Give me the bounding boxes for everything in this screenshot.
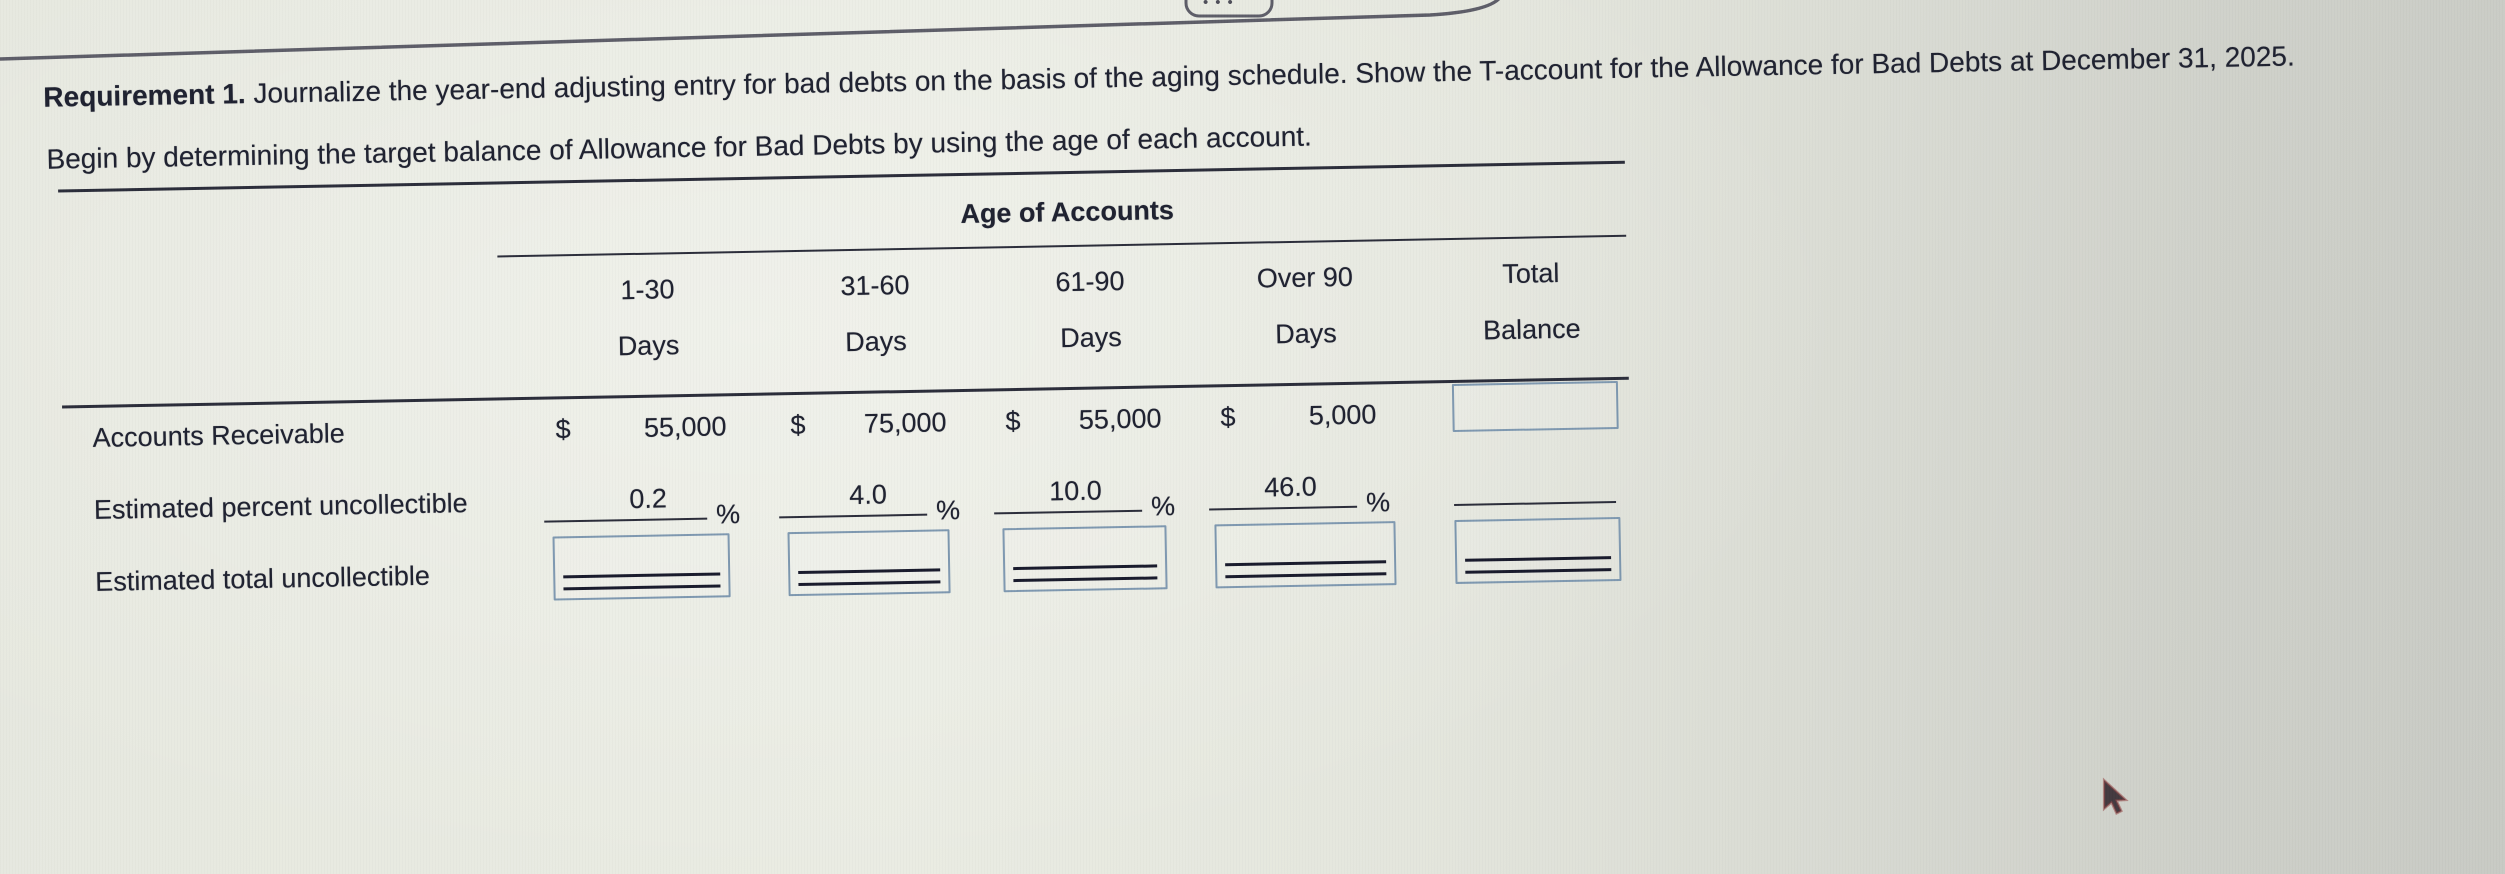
age-of-accounts-header: Age of Accounts [960, 195, 1175, 229]
pct-cell-31-60: 4.0% [778, 473, 979, 525]
col-subheader-days-2: Days [844, 325, 908, 358]
amount-value: 75,000 [863, 407, 947, 439]
ellipsis-icon[interactable]: ••• [1203, 0, 1240, 11]
total-double-rule [1013, 564, 1158, 583]
row-label-estimated-total: Estimated total uncollectible [94, 560, 431, 597]
total-balance-input[interactable] [1451, 380, 1619, 432]
col-subheader-balance: Balance [1482, 313, 1581, 346]
pct-value: 4.0 [778, 478, 928, 519]
est-total-input-1-30[interactable] [552, 533, 731, 601]
pct-cell-total [1440, 461, 1629, 506]
row-label-estimated-percent: Estimated percent uncollectible [93, 488, 468, 525]
amount-value: 5,000 [1308, 399, 1377, 431]
est-total-input-over-90[interactable] [1214, 521, 1397, 589]
ar-amount-over-90: $5,000 [1207, 399, 1408, 434]
currency-symbol: $ [1220, 401, 1236, 433]
amount-value: 55,000 [1078, 403, 1162, 435]
percent-sign: % [1150, 491, 1176, 522]
mouse-cursor-icon [2102, 777, 2129, 815]
divider-line [0, 0, 1500, 61]
percent-sign: % [1365, 487, 1391, 518]
amount-value: 55,000 [643, 411, 727, 443]
age-header-rule [497, 234, 1627, 258]
pct-cell-61-90: 10.0% [993, 469, 1194, 522]
col-header-total: Total [1502, 258, 1560, 290]
col-subheader-days-1: Days [617, 330, 680, 362]
pct-value: 0.2 [543, 482, 708, 523]
pct-value: 46.0 [1208, 470, 1358, 511]
panel-divider [0, 0, 1500, 61]
collapse-handle[interactable] [1184, 0, 1274, 18]
pct-value: 10.0 [993, 474, 1143, 515]
percent-sign: % [935, 495, 961, 526]
col-header-over-90: Over 90 [1256, 261, 1354, 294]
pct-cell-1-30: 0.2% [543, 477, 759, 530]
est-total-input-31-60[interactable] [787, 529, 951, 597]
pct-cell-over-90: 46.0% [1208, 465, 1409, 518]
total-double-rule [1465, 556, 1612, 574]
ar-amount-1-30: $55,000 [542, 411, 758, 446]
ar-amount-61-90: $55,000 [992, 403, 1193, 438]
col-header-61-90: 61-90 [1055, 265, 1125, 298]
col-subheader-days-3: Days [1059, 322, 1122, 354]
total-double-rule [563, 572, 721, 591]
total-double-rule [1225, 560, 1387, 579]
percent-sign: % [715, 499, 741, 530]
currency-symbol: $ [555, 414, 571, 445]
col-header-31-60: 31-60 [840, 269, 910, 302]
pct-total-blank [1453, 497, 1617, 506]
col-subheader-days-4: Days [1274, 318, 1337, 350]
requirement-text: Journalize the year-end adjusting entry … [245, 40, 2295, 110]
est-total-input-total[interactable] [1454, 516, 1622, 584]
currency-symbol: $ [1005, 405, 1021, 437]
ar-amount-31-60: $75,000 [777, 407, 978, 442]
row-label-accounts-receivable: Accounts Receivable [92, 418, 346, 453]
requirement-label: Requirement 1. [43, 78, 246, 113]
col-header-1-30: 1-30 [620, 274, 675, 306]
currency-symbol: $ [790, 409, 806, 441]
aging-schedule-table: Age of Accounts 1-30 31-60 61-90 Over 90… [58, 160, 1633, 640]
est-total-input-61-90[interactable] [1002, 525, 1168, 593]
question-panel: Requirement 1. Journalize the year-end a… [30, 0, 2501, 640]
total-double-rule [798, 568, 941, 587]
